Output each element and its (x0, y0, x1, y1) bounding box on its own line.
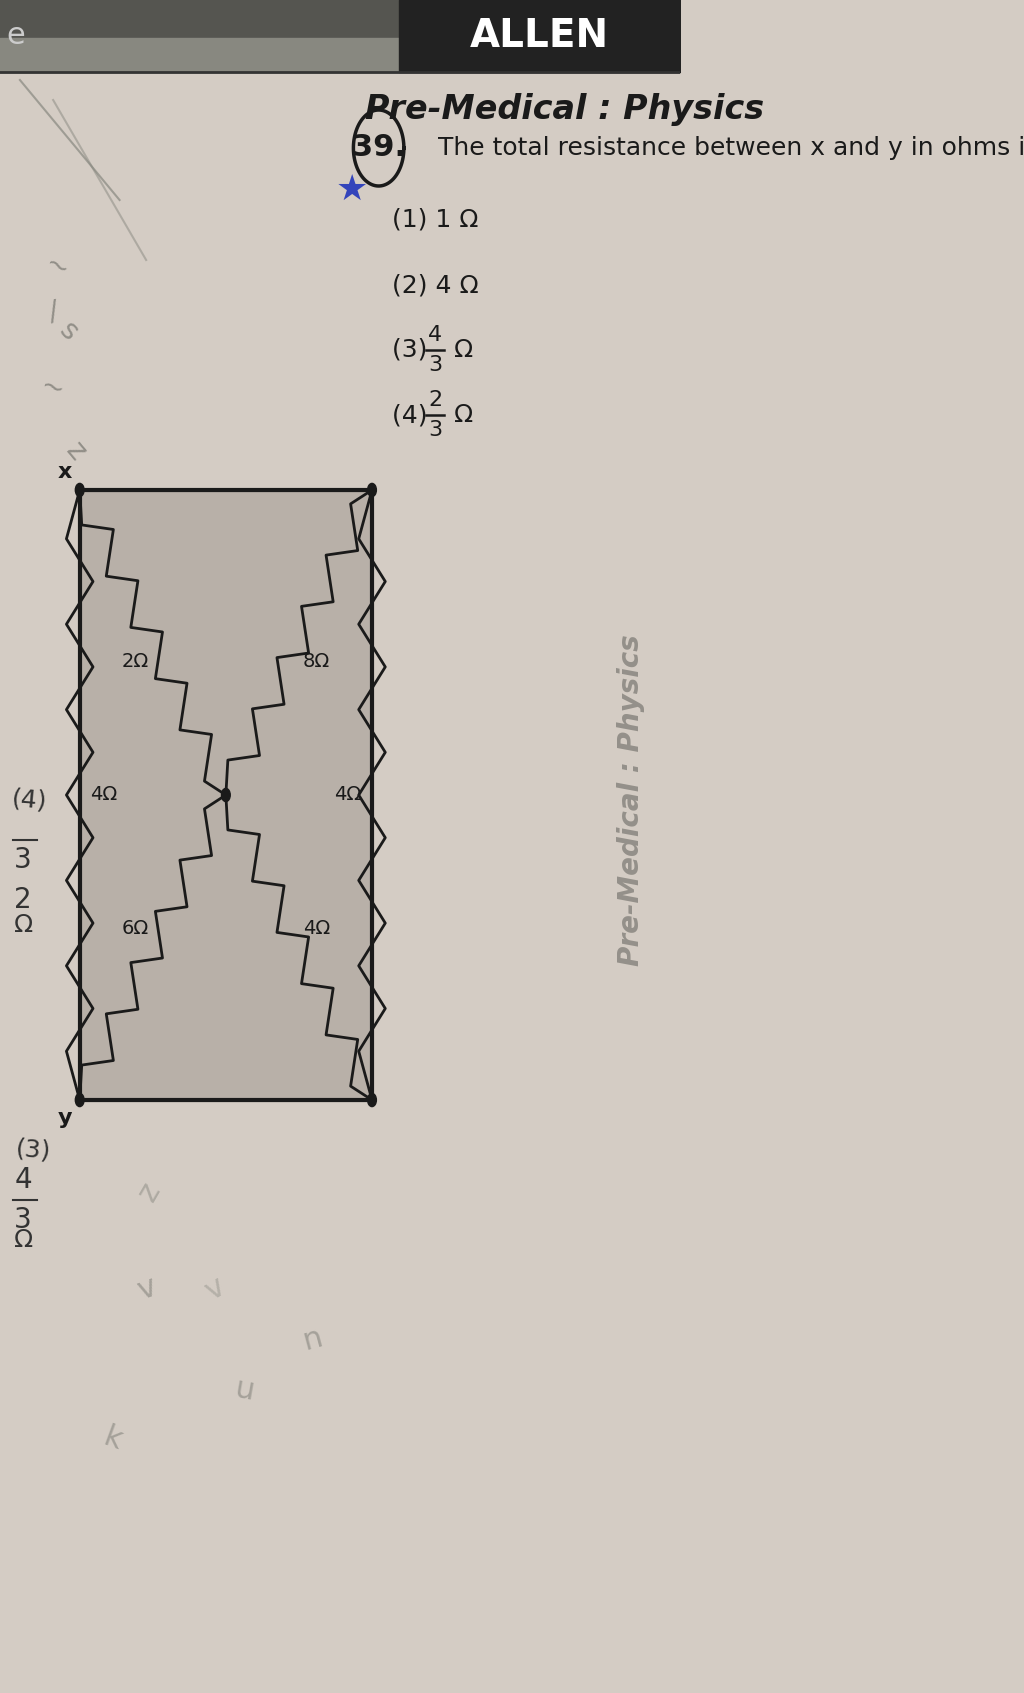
Text: 3: 3 (428, 356, 442, 376)
Circle shape (76, 484, 84, 496)
Text: u: u (232, 1375, 257, 1405)
Circle shape (221, 789, 230, 801)
Text: z: z (59, 437, 91, 466)
Text: 4: 4 (14, 1166, 32, 1194)
Text: v: v (133, 1273, 160, 1305)
Text: ★: ★ (336, 173, 369, 207)
Text: 4Ω: 4Ω (90, 786, 118, 804)
Circle shape (368, 484, 377, 496)
Text: (3): (3) (14, 1136, 52, 1163)
Text: 4: 4 (428, 325, 442, 345)
Text: Ω: Ω (13, 913, 33, 936)
Text: ALLEN: ALLEN (470, 17, 609, 54)
Text: (3): (3) (392, 339, 435, 362)
Circle shape (76, 1094, 84, 1107)
Text: 3: 3 (14, 846, 32, 874)
Text: s: s (53, 317, 83, 345)
Text: y: y (57, 1107, 73, 1128)
Text: Ω: Ω (13, 1227, 33, 1253)
Text: x: x (58, 462, 73, 483)
Bar (80, 489, 372, 1100)
Text: 39.: 39. (351, 134, 406, 163)
Text: (4): (4) (392, 403, 435, 427)
Text: 3: 3 (428, 420, 442, 440)
Text: (2) 4 Ω: (2) 4 Ω (392, 273, 478, 296)
Text: Pre-Medical : Physics: Pre-Medical : Physics (366, 93, 764, 127)
Text: k: k (99, 1422, 126, 1456)
Text: ~: ~ (40, 251, 74, 286)
Text: 3: 3 (14, 1205, 32, 1234)
Text: e: e (6, 22, 26, 51)
Text: v: v (200, 1271, 229, 1305)
Text: /: / (46, 296, 60, 327)
Text: 8Ω: 8Ω (303, 652, 330, 670)
Text: 2Ω: 2Ω (122, 652, 148, 670)
Text: ~: ~ (37, 372, 68, 406)
Bar (80, 489, 372, 1100)
Text: 4Ω: 4Ω (303, 919, 330, 938)
Text: Ω: Ω (454, 339, 473, 362)
Text: (1) 1 Ω: (1) 1 Ω (392, 208, 478, 232)
Text: Ω: Ω (454, 403, 473, 427)
Text: The total resistance between x and y in ohms is :-: The total resistance between x and y in … (438, 135, 1024, 161)
Text: Pre-Medical : Physics: Pre-Medical : Physics (617, 635, 645, 967)
Text: 2: 2 (428, 389, 442, 410)
Text: z: z (133, 1178, 166, 1205)
Text: 6Ω: 6Ω (122, 919, 148, 938)
Text: 2: 2 (14, 885, 32, 914)
Text: 4Ω: 4Ω (335, 786, 361, 804)
Text: n: n (299, 1322, 326, 1356)
Text: (4): (4) (11, 787, 48, 814)
Circle shape (368, 1094, 377, 1107)
